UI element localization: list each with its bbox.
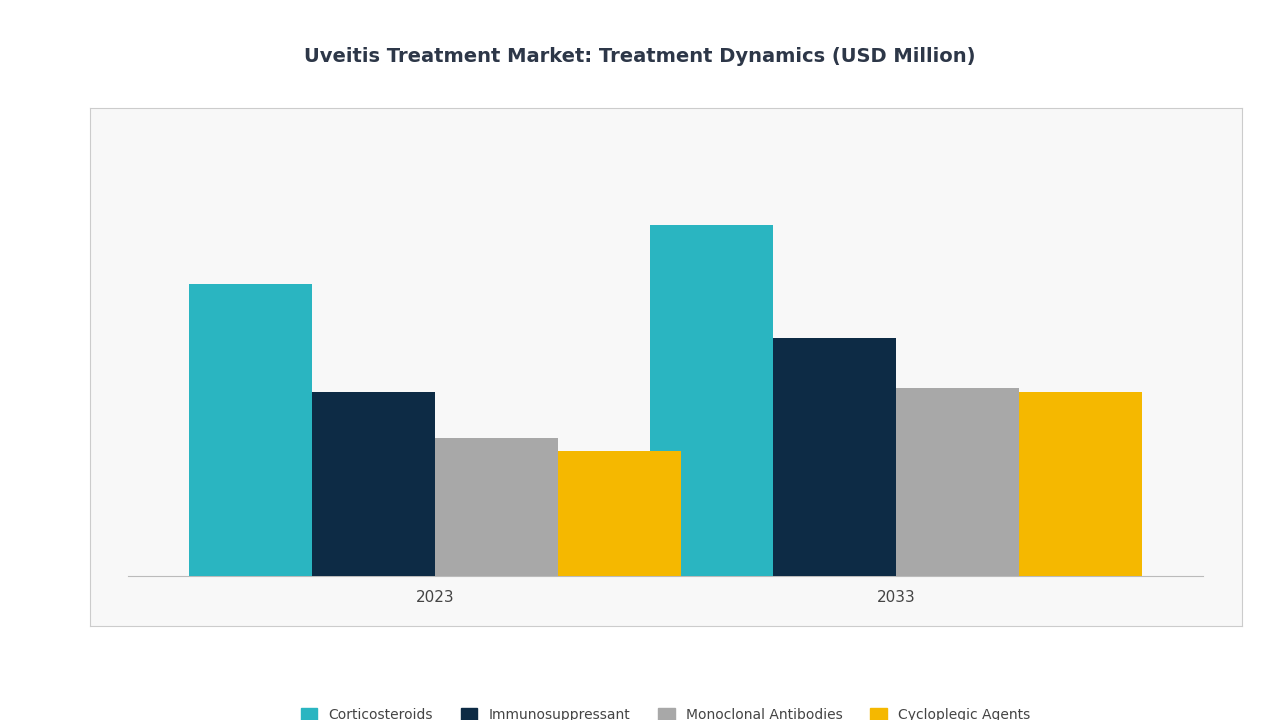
Bar	[558, 451, 681, 576]
Bar	[1019, 392, 1142, 576]
Bar	[312, 392, 435, 576]
Bar	[773, 338, 896, 576]
Bar	[435, 438, 558, 576]
Text: Uveitis Treatment Market: Treatment Dynamics (USD Million): Uveitis Treatment Market: Treatment Dyna…	[305, 47, 975, 66]
Bar	[650, 225, 773, 576]
Legend: Corticosteroids, Immunosuppressant, Monoclonal Antibodies, Cycloplegic Agents: Corticosteroids, Immunosuppressant, Mono…	[296, 703, 1036, 720]
Bar	[189, 284, 312, 576]
Bar	[896, 388, 1019, 576]
